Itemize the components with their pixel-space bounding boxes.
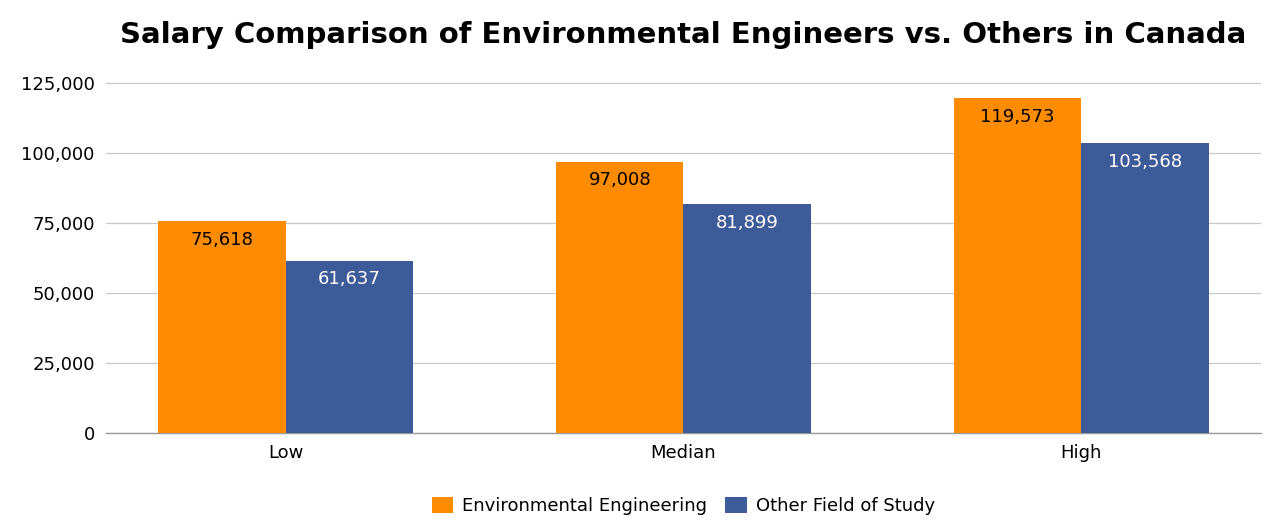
Bar — [954, 98, 1081, 433]
Bar — [159, 221, 286, 433]
Text: 97,008: 97,008 — [588, 172, 651, 190]
Bar — [683, 204, 810, 433]
Text: 75,618: 75,618 — [191, 231, 254, 249]
Text: 81,899: 81,899 — [715, 214, 778, 232]
Text: 119,573: 119,573 — [981, 108, 1055, 126]
Title: Salary Comparison of Environmental Engineers vs. Others in Canada: Salary Comparison of Environmental Engin… — [121, 21, 1246, 49]
Text: 61,637: 61,637 — [318, 270, 381, 288]
Bar — [1081, 143, 1209, 433]
Legend: Environmental Engineering, Other Field of Study: Environmental Engineering, Other Field o… — [424, 490, 942, 523]
Bar — [556, 162, 683, 433]
Bar — [286, 260, 413, 433]
Text: 103,568: 103,568 — [1108, 153, 1182, 171]
